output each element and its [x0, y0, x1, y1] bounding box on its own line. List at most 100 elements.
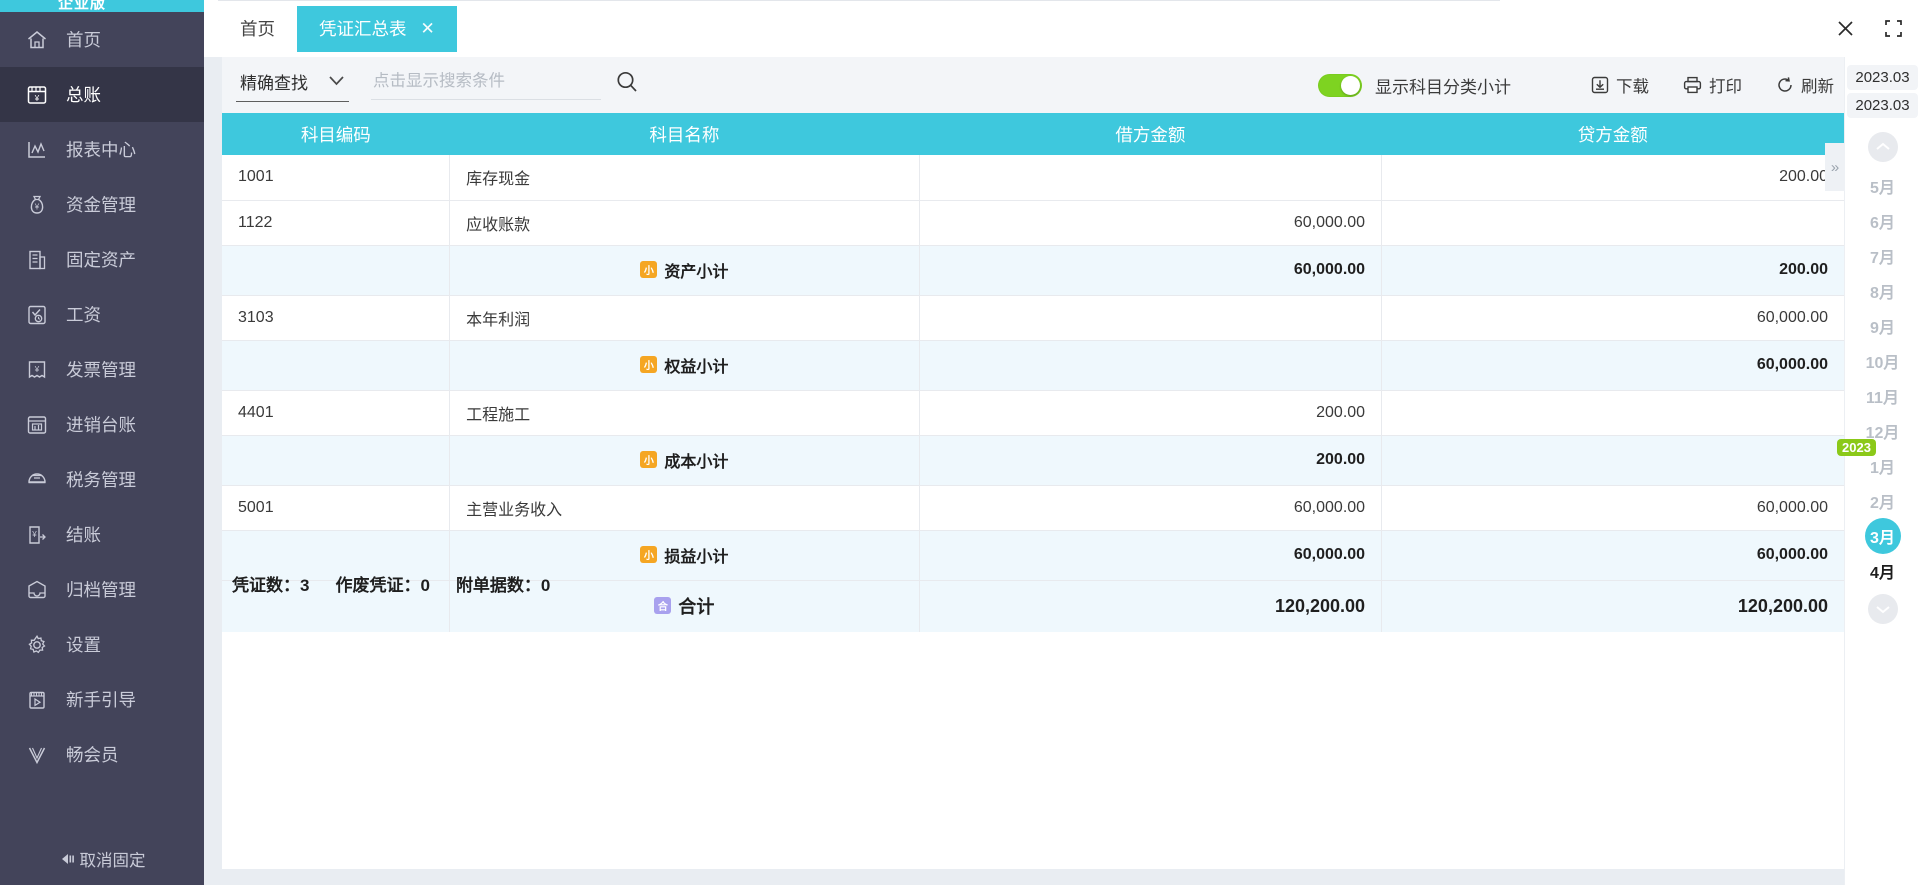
month-item-10[interactable]: 3月 — [1845, 517, 1920, 554]
table-header-cell: 科目编码 — [222, 113, 450, 155]
tab-1[interactable]: 凭证汇总表 ✕ — [297, 5, 457, 52]
sidebar-item-10[interactable]: 归档管理 — [0, 562, 204, 617]
summary-stat: 附单据数：0 — [455, 575, 551, 595]
tax-icon — [24, 467, 50, 493]
sidebar-item-11[interactable]: 设置 — [0, 617, 204, 672]
month-label: 7月 — [1870, 249, 1895, 267]
sidebar-item-1[interactable]: ¥ 总账 — [0, 67, 204, 122]
sidebar-item-label: 首页 — [66, 30, 101, 50]
account-code-cell: 1122 — [222, 200, 451, 246]
month-item-4[interactable]: 9月 — [1845, 308, 1920, 343]
download-button[interactable]: 下载 — [1591, 73, 1649, 97]
total-debit-cell: 120,200.00 — [919, 580, 1383, 632]
sidebar-item-label: 归档管理 — [66, 580, 136, 600]
search-mode-dropdown[interactable]: 精确查找 — [236, 69, 349, 102]
total-credit-cell: 120,200.00 — [1381, 580, 1844, 632]
subtotal-row[interactable]: 小权益小计 60,000.00 — [222, 340, 1844, 391]
subtotal-row[interactable]: 小资产小计 60,000.00 200.00 — [222, 245, 1844, 296]
sidebar-item-7[interactable]: 进销台账 — [0, 397, 204, 452]
sidebar-collapse-button[interactable]: 取消固定 — [0, 847, 204, 871]
refresh-button[interactable]: 刷新 — [1776, 73, 1834, 97]
summary-cell: 凭证数：3 作废凭证：0 附单据数：0 — [222, 576, 550, 632]
total-label: 合计 — [678, 597, 715, 618]
building-icon — [24, 247, 50, 273]
month-item-3[interactable]: 8月 — [1845, 273, 1920, 308]
tab-close-icon[interactable]: ✕ — [420, 19, 435, 38]
search-input[interactable] — [371, 70, 601, 92]
month-item-7[interactable]: 12月 — [1845, 413, 1920, 448]
money-bag-icon: ¥ — [24, 192, 50, 218]
archive-icon — [24, 577, 50, 603]
search-icon[interactable] — [615, 70, 640, 101]
tab-label: 凭证汇总表 — [319, 19, 407, 39]
sidebar-item-label: 报表中心 — [66, 140, 136, 160]
credit-cell — [1381, 435, 1844, 486]
sidebar-item-4[interactable]: 固定资产 — [0, 232, 204, 287]
gear-icon — [24, 632, 50, 658]
close-book-icon: ¥ — [24, 522, 50, 548]
debit-cell — [919, 295, 1383, 341]
month-item-9[interactable]: 2月 — [1845, 483, 1920, 518]
close-icon[interactable] — [1832, 16, 1858, 42]
credit-cell — [1381, 390, 1844, 436]
summary-stat: 作废凭证：0 — [335, 575, 430, 595]
chevron-up-icon[interactable] — [1867, 132, 1898, 162]
panel-collapse-chevron[interactable]: » — [1825, 143, 1845, 191]
period-chip-0[interactable]: 2023.03 — [1847, 65, 1918, 90]
show-subtotal-toggle[interactable] — [1318, 73, 1362, 97]
month-item-5[interactable]: 10月 — [1845, 343, 1920, 378]
month-item-1[interactable]: 6月 — [1845, 203, 1920, 238]
subtotal-badge-icon: 小 — [640, 355, 658, 373]
sidebar-item-6[interactable]: ¥ 发票管理 — [0, 342, 204, 397]
account-code-cell: 3103 — [222, 295, 451, 341]
table-row[interactable]: 1001 库存现金 200.00 — [222, 155, 1844, 201]
sidebar: 首页 ¥ 总账报表中心 ¥ 资金管理固定资产工资 ¥ 发票管理 进销台账 税务管理 ¥ 结账归档管理… — [0, 0, 204, 885]
home-icon — [24, 27, 50, 53]
table-row[interactable]: 1122 应收账款 60,000.00 — [222, 200, 1844, 246]
show-subtotal-label: 显示科目分类小计 — [1375, 77, 1511, 97]
table-header-cell: 借方金额 — [919, 113, 1382, 155]
sidebar-item-label: 畅会员 — [66, 745, 119, 765]
sidebar-item-label: 固定资产 — [66, 250, 136, 270]
account-code-cell — [222, 245, 451, 296]
credit-cell: 60,000.00 — [1381, 530, 1844, 581]
account-code-cell: 5001 — [222, 485, 451, 531]
debit-cell — [919, 340, 1383, 391]
maximize-icon[interactable] — [1880, 16, 1906, 42]
sidebar-item-8[interactable]: 税务管理 — [0, 452, 204, 507]
toolbar-right: 显示科目分类小计 下载 打印 — [1318, 73, 1834, 98]
month-item-11[interactable]: 4月 — [1845, 553, 1920, 588]
sidebar-item-12[interactable]: 新手引导 — [0, 672, 204, 727]
table-row[interactable]: 5001 主营业务收入 60,000.00 60,000.00 — [222, 485, 1844, 531]
sidebar-item-9[interactable]: ¥ 结账 — [0, 507, 204, 562]
collapse-arrow-icon — [59, 851, 78, 867]
debit-cell — [919, 155, 1383, 201]
sidebar-item-0[interactable]: 首页 — [0, 12, 204, 67]
sidebar-item-3[interactable]: ¥ 资金管理 — [0, 177, 204, 232]
sidebar-item-5[interactable]: 工资 — [0, 287, 204, 342]
chevron-down-icon[interactable] — [1867, 594, 1898, 624]
month-item-8[interactable]: 2023 1月 — [1837, 439, 1920, 483]
subtotal-name-cell: 小资产小计 — [449, 245, 920, 296]
month-list: 5月 6月 7月 8月 9月 10月 11月 12月 2023 1月 2月 3月 4月 — [1837, 168, 1920, 588]
month-item-0[interactable]: 5月 — [1845, 168, 1920, 203]
sidebar-item-2[interactable]: 报表中心 — [0, 122, 204, 177]
debit-cell: 60,000.00 — [919, 200, 1383, 246]
search-field[interactable] — [371, 70, 601, 100]
sidebar-item-13[interactable]: 畅会员 — [0, 727, 204, 782]
svg-text:¥: ¥ — [34, 94, 40, 103]
tab-label: 首页 — [240, 19, 275, 39]
chevron-down-icon — [328, 71, 345, 91]
account-code-cell — [222, 340, 451, 391]
tab-0[interactable]: 首页 — [218, 6, 297, 52]
subtotal-row[interactable]: 小成本小计 200.00 — [222, 435, 1844, 486]
month-item-6[interactable]: 11月 — [1845, 378, 1920, 413]
period-chip-1[interactable]: 2023.03 — [1847, 93, 1918, 118]
table-header-row: 科目编码 科目名称 借方金额 贷方金额 — [222, 113, 1844, 155]
table-row[interactable]: 3103 本年利润 60,000.00 — [222, 295, 1844, 341]
subtotal-name-cell: 小成本小计 — [449, 435, 920, 486]
month-item-2[interactable]: 7月 — [1845, 238, 1920, 273]
table-row[interactable]: 4401 工程施工 200.00 — [222, 390, 1844, 436]
print-button[interactable]: 打印 — [1683, 73, 1742, 97]
subtotal-row[interactable]: 小损益小计 60,000.00 60,000.00 — [222, 530, 1844, 581]
